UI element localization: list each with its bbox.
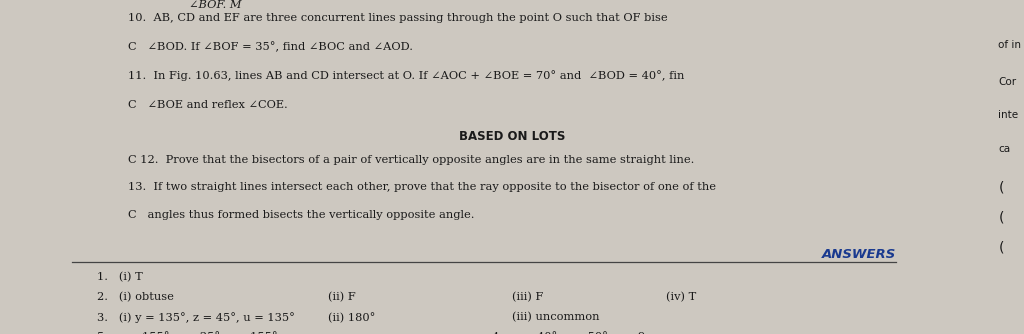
Text: (ii) 180°: (ii) 180°	[328, 312, 375, 323]
Text: (ii) F: (ii) F	[328, 292, 355, 303]
Text: inte: inte	[998, 110, 1019, 120]
Text: of in: of in	[998, 40, 1021, 50]
Text: 2.   (i) obtuse: 2. (i) obtuse	[97, 292, 174, 303]
Text: 3.   (i) y = 135°, z = 45°, u = 135°: 3. (i) y = 135°, z = 45°, u = 135°	[97, 312, 295, 323]
Text: 5.   x = 155°, y = 25°, z = 155°: 5. x = 155°, y = 25°, z = 155°	[97, 331, 278, 334]
Text: 10.  AB, CD and EF are three concurrent lines passing through the point O such t: 10. AB, CD and EF are three concurrent l…	[128, 13, 668, 23]
Text: (: (	[998, 210, 1004, 224]
Text: Cor: Cor	[998, 77, 1017, 87]
Text: (iii) uncommon: (iii) uncommon	[512, 312, 599, 323]
Text: 4.   x = 40°, y = 50°, z = 9: 4. x = 40°, y = 50°, z = 9	[492, 331, 645, 334]
Text: C 12.  Prove that the bisectors of a pair of vertically opposite angles are in t: C 12. Prove that the bisectors of a pair…	[128, 155, 694, 165]
Text: (iv) T: (iv) T	[666, 292, 696, 303]
Text: C   ∠BOD. If ∠BOF = 35°, find ∠BOC and ∠AOD.: C ∠BOD. If ∠BOF = 35°, find ∠BOC and ∠AO…	[128, 42, 413, 52]
Text: C   angles thus formed bisects the vertically opposite angle.: C angles thus formed bisects the vertica…	[128, 210, 474, 220]
Text: 11.  In Fig. 10.63, lines AB and CD intersect at O. If ∠AOC + ∠BOE = 70° and  ∠B: 11. In Fig. 10.63, lines AB and CD inter…	[128, 70, 684, 81]
Text: BASED ON LOTS: BASED ON LOTS	[459, 130, 565, 143]
Text: (iii) F: (iii) F	[512, 292, 544, 303]
Text: 13.  If two straight lines intersect each other, prove that the ray opposite to : 13. If two straight lines intersect each…	[128, 182, 716, 192]
Text: C   ∠BOE and reflex ∠COE.: C ∠BOE and reflex ∠COE.	[128, 100, 288, 110]
Text: (: (	[998, 180, 1004, 194]
Text: 1.   (i) T: 1. (i) T	[97, 272, 143, 283]
Text: ∠BOF. M: ∠BOF. M	[189, 0, 242, 10]
Text: ANSWERS: ANSWERS	[821, 247, 896, 261]
Text: ca: ca	[998, 144, 1011, 154]
Text: (: (	[998, 240, 1004, 255]
